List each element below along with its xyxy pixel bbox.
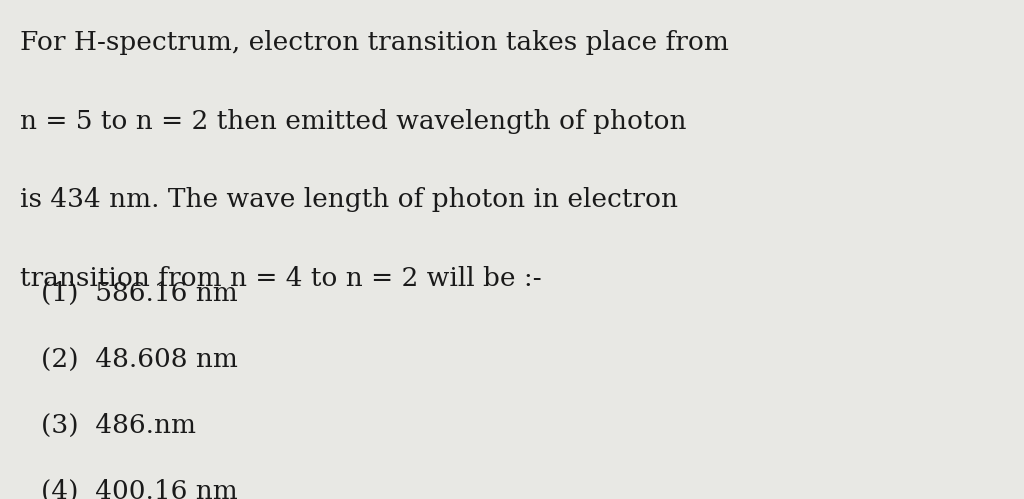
Text: For H-spectrum, electron transition takes place from: For H-spectrum, electron transition take…: [20, 30, 729, 55]
Text: n = 5 to n = 2 then emitted wavelength of photon: n = 5 to n = 2 then emitted wavelength o…: [20, 109, 687, 134]
Text: (2)  48.608 nm: (2) 48.608 nm: [41, 347, 238, 372]
Text: (4)  400.16 nm: (4) 400.16 nm: [41, 479, 238, 499]
Text: (1)  586.16 nm: (1) 586.16 nm: [41, 281, 238, 306]
Text: is 434 nm. The wave length of photon in electron: is 434 nm. The wave length of photon in …: [20, 188, 679, 213]
Text: transition from n = 4 to n = 2 will be :-: transition from n = 4 to n = 2 will be :…: [20, 266, 542, 291]
Text: (3)  486.nm: (3) 486.nm: [41, 413, 196, 438]
